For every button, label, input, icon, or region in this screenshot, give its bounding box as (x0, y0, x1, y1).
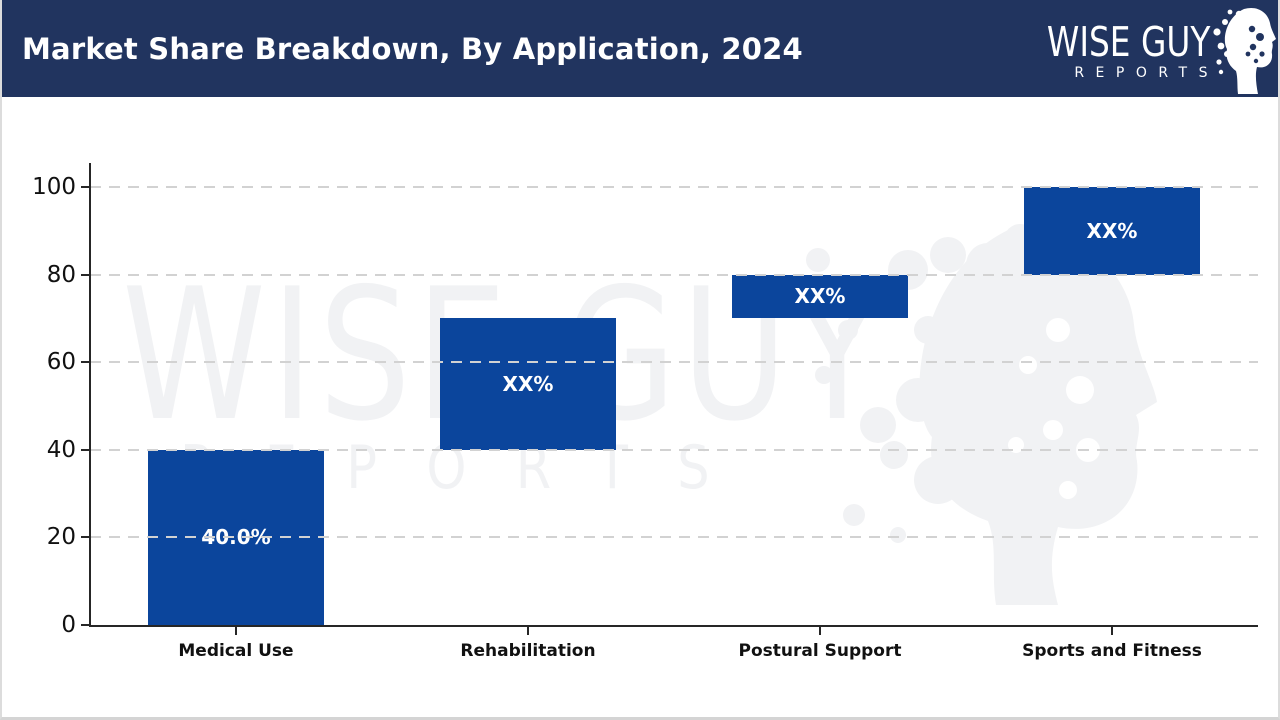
y-axis-tick-80 (81, 273, 90, 276)
x-axis-category-label: Sports and Fitness (1022, 641, 1202, 661)
wiseguy-logo-line2: REPORTS (1074, 65, 1219, 81)
y-axis-tick-label-40: 40 (46, 436, 76, 463)
x-axis-tick-1 (527, 627, 529, 635)
header-bar: Market Share Breakdown, By Application, … (2, 0, 1278, 97)
bar-postural-support: XX% (732, 274, 908, 319)
wiseguy-logo-text: WISE GUY REPORTS (1006, 18, 1210, 81)
wiseguy-face-icon (1213, 7, 1276, 94)
watermark-face-icon (780, 224, 1157, 605)
page-title: Market Share Breakdown, By Application, … (22, 31, 803, 66)
gridline-y40 (90, 448, 1258, 451)
y-axis-tick-label-0: 0 (61, 612, 76, 638)
y-axis-tick-0 (81, 624, 90, 626)
y-axis-tick-40 (81, 448, 90, 451)
y-axis-tick-label-60: 60 (46, 349, 76, 376)
x-axis-line (89, 625, 1258, 627)
y-axis-tick-label-80: 80 (46, 261, 76, 288)
x-axis-category-label: Rehabilitation (460, 641, 596, 661)
x-axis-category-label: Postural Support (738, 641, 902, 661)
bar-rehabilitation: XX% (440, 318, 616, 450)
x-axis-tick-2 (819, 627, 821, 635)
bar-value-label: XX% (1086, 218, 1138, 243)
y-axis-tick-label-100: 100 (32, 174, 76, 200)
bar-value-label: XX% (794, 284, 846, 309)
y-axis-tick-20 (81, 536, 90, 539)
bar-sports-and-fitness: XX% (1024, 187, 1200, 275)
y-axis-tick-60 (81, 361, 90, 364)
x-axis-category-label: Medical Use (178, 641, 294, 661)
gridline-y100 (90, 186, 1258, 188)
gridline-y80 (90, 273, 1258, 276)
x-axis-tick-3 (1111, 627, 1113, 635)
y-axis-tick-100 (81, 186, 90, 188)
gridline-y60 (90, 361, 1258, 364)
wiseguy-logo: WISE GUY REPORTS (1024, 2, 1276, 95)
chart-area: WISE GUY REPORTS 0 20 40 60 80 100 40.0% Medica… (2, 97, 1278, 717)
y-axis-tick-label-20: 20 (46, 524, 76, 551)
x-axis-tick-0 (235, 627, 237, 635)
wiseguy-logo-line1: WISE GUY (1046, 18, 1210, 66)
bar-value-label: XX% (502, 372, 554, 397)
gridline-y20 (90, 536, 1258, 539)
y-axis-line (89, 163, 91, 627)
